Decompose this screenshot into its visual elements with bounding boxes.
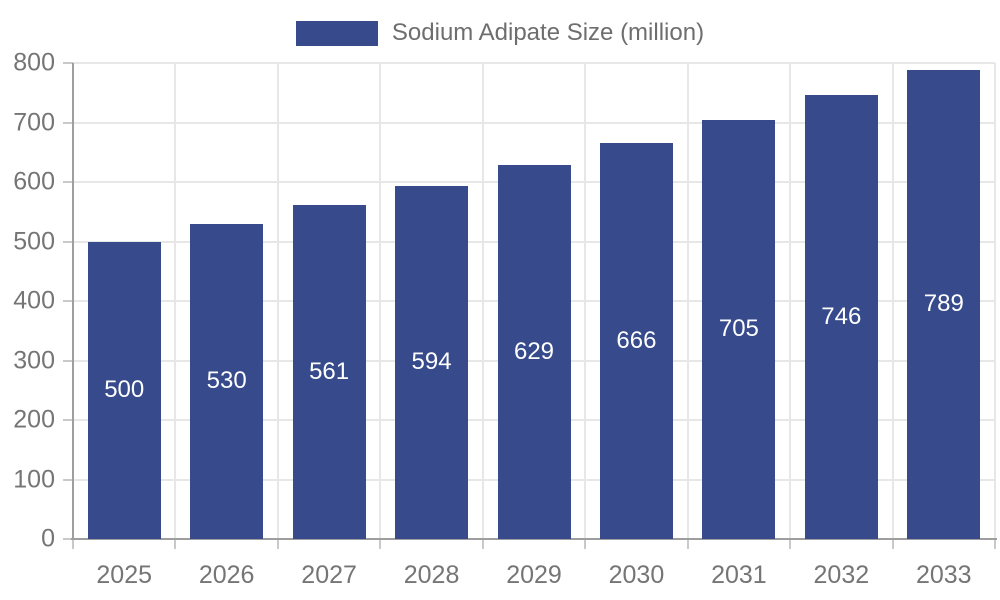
bar-value-label: 629 xyxy=(513,337,555,365)
x-tick-label: 2032 xyxy=(813,561,870,589)
x-axis-tick xyxy=(686,539,689,549)
bar xyxy=(87,241,161,539)
x-tick-label: 2033 xyxy=(915,561,972,589)
x-tick-label: 2029 xyxy=(506,561,562,589)
bar xyxy=(702,119,776,539)
y-axis-tick xyxy=(63,121,73,124)
x-tick-label: 2025 xyxy=(96,561,153,589)
x-axis-tick xyxy=(481,539,484,549)
bar xyxy=(599,142,673,539)
y-tick-label: 0 xyxy=(41,524,55,553)
y-axis-tick xyxy=(63,62,73,64)
x-tick-label: 2027 xyxy=(301,561,357,589)
v-gridline xyxy=(276,63,279,539)
y-tick-label: 100 xyxy=(13,465,55,493)
bar-value-label: 789 xyxy=(923,290,964,318)
x-tick-label: 2028 xyxy=(403,561,460,589)
bar-value-label: 666 xyxy=(616,326,657,354)
v-gridline xyxy=(174,63,177,539)
x-axis-tick xyxy=(789,539,792,549)
y-axis-tick xyxy=(63,181,73,183)
x-axis-tick xyxy=(994,539,996,549)
bar-value-label: 594 xyxy=(411,348,452,376)
bar-value-label: 561 xyxy=(309,358,350,386)
y-axis-tick xyxy=(63,478,73,481)
bar-value-label: 746 xyxy=(821,303,862,331)
bar xyxy=(292,205,366,539)
h-gridline xyxy=(73,62,995,64)
x-axis-tick xyxy=(584,539,587,549)
x-axis-tick xyxy=(891,539,894,549)
x-axis-tick xyxy=(72,539,74,549)
x-axis-tick xyxy=(276,539,279,549)
bar xyxy=(497,164,571,539)
y-axis-line xyxy=(72,63,74,539)
bar xyxy=(190,223,264,539)
y-axis-tick xyxy=(63,359,73,362)
v-gridline xyxy=(481,63,484,539)
bar-value-label: 530 xyxy=(206,367,247,395)
x-axis-tick xyxy=(379,539,382,549)
x-tick-label: 2031 xyxy=(711,561,767,589)
bar xyxy=(395,185,469,539)
v-gridline xyxy=(379,63,382,539)
v-gridline xyxy=(994,63,996,539)
y-axis-tick xyxy=(63,300,73,302)
legend-label: Sodium Adipate Size (million) xyxy=(391,19,705,46)
y-tick-label: 300 xyxy=(13,346,55,374)
y-tick-label: 200 xyxy=(13,405,55,434)
v-gridline xyxy=(584,63,587,539)
y-tick-label: 700 xyxy=(13,108,55,136)
y-tick-label: 400 xyxy=(13,286,55,315)
x-tick-label: 2030 xyxy=(608,561,665,589)
y-axis-tick xyxy=(63,240,73,243)
bar xyxy=(804,95,878,539)
x-axis-line xyxy=(71,538,997,540)
y-tick-label: 600 xyxy=(13,167,55,196)
legend-swatch xyxy=(295,20,378,46)
v-gridline xyxy=(686,63,689,539)
y-axis-tick xyxy=(63,538,73,540)
bar-value-label: 500 xyxy=(104,376,145,404)
legend: Sodium Adipate Size (million) xyxy=(0,19,1000,47)
y-axis-tick xyxy=(63,419,73,421)
v-gridline xyxy=(891,63,894,539)
y-tick-label: 800 xyxy=(13,48,55,77)
bar-value-label: 705 xyxy=(718,315,759,343)
h-gridline xyxy=(73,121,995,124)
v-gridline xyxy=(789,63,792,539)
y-tick-label: 500 xyxy=(13,227,55,255)
bar xyxy=(907,69,981,539)
x-axis-tick xyxy=(174,539,177,549)
x-tick-label: 2026 xyxy=(198,561,255,589)
